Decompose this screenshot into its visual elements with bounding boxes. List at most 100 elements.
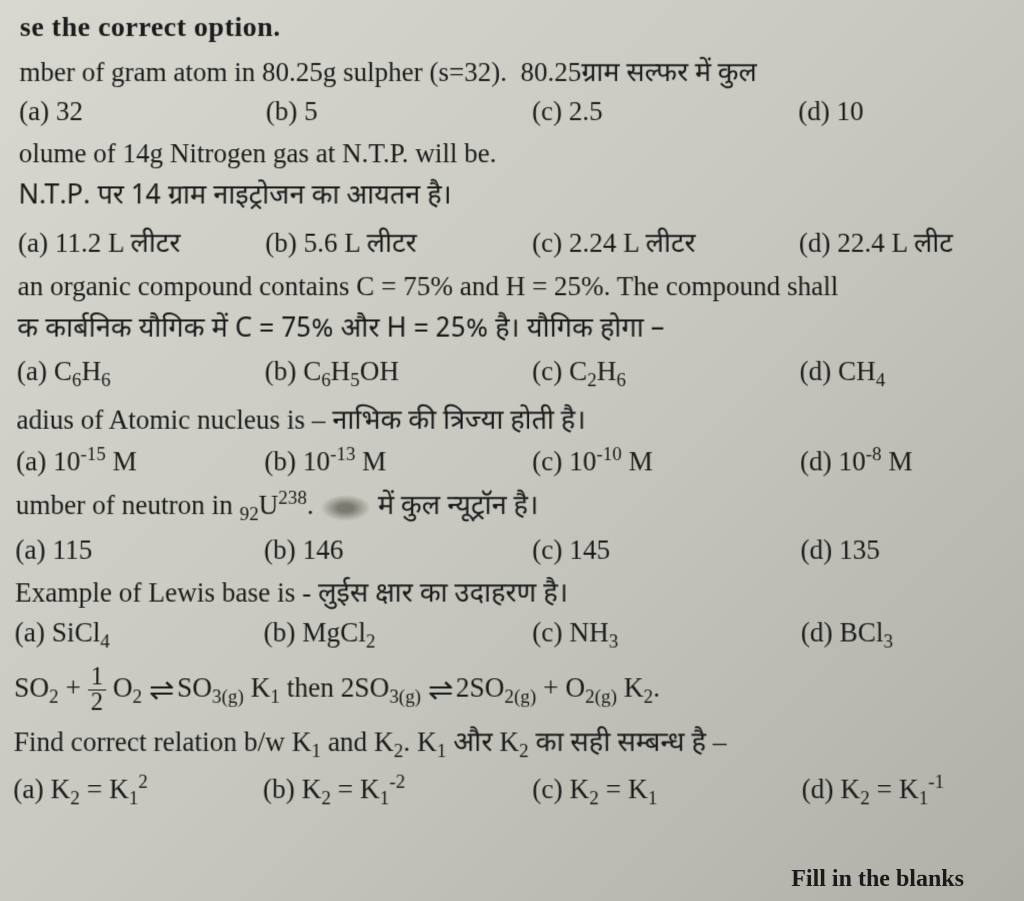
q7-frac-num: 1 [88, 665, 107, 691]
q7-find-hi: का सही सम्बन्ध है – [529, 727, 727, 758]
q7-eq-plus1: + [59, 672, 88, 703]
q1-option-b: (b) 5 [266, 97, 522, 128]
q7-option-d: (d) K2 = K1-1 [802, 772, 1024, 811]
q3-d-pre: (d) CH [800, 356, 876, 386]
q6-c-s: 3 [609, 632, 619, 653]
q7-eq-s2: 2 [133, 687, 143, 708]
q7-fraction: 12 [88, 665, 107, 716]
q3-c-s2: 6 [616, 371, 626, 392]
q3-c-mid: H [597, 356, 617, 386]
q7-b-eq: = K [331, 774, 380, 805]
q7-frac-den: 2 [88, 691, 107, 716]
q6-stem-en: Example of Lewis base is - [15, 577, 318, 608]
q7-c-s2: 1 [648, 789, 658, 811]
q3-d-s1: 4 [876, 371, 886, 392]
q2-option-a: (a) 11.2 L लीटर [18, 223, 255, 260]
q7-eq-ks1: 1 [270, 687, 280, 708]
q4-options: (a) 10-15 M (b) 10-13 M (c) 10-10 M (d) … [16, 444, 1008, 477]
q7-d-sup: -1 [928, 772, 944, 794]
q7-eq-plus2: + O [536, 672, 585, 703]
q7-c-pre: (c) K [532, 774, 589, 805]
q3-c-s1: 2 [587, 371, 597, 392]
q7-d-pre: (d) K [802, 774, 861, 805]
q2-option-b: (b) 5.6 L लीटर [265, 223, 522, 260]
q4-d-sup: -8 [866, 444, 882, 465]
q4-option-c: (c) 10-10 M [532, 444, 790, 477]
q4-option-b: (b) 10-13 M [264, 444, 522, 477]
q6-a-pre: (a) SiCl [15, 617, 101, 648]
q7-find-hs2: 2 [519, 741, 529, 763]
q2-stem-en: olume of 14g Nitrogen gas at N.T.P. will… [19, 136, 1006, 173]
q7-find: Find correct relation b/w K1 and K2. K1 … [14, 724, 1011, 766]
q7-eq-rhs: 2SO [456, 672, 505, 703]
q7-d-s1: 2 [860, 789, 870, 811]
q1-option-c: (c) 2.5 [532, 97, 788, 128]
q7-b-sup: -2 [389, 772, 405, 794]
q7-a-eq: = K [80, 774, 129, 805]
q7-b-s2: 1 [380, 789, 390, 811]
q7-eq-s5: 2(g) [504, 687, 536, 708]
q7-eq-so2: SO [14, 672, 49, 703]
q7-find-hi-k1: K [417, 727, 437, 758]
q6-stem: Example of Lewis base is - लुईस क्षार का… [15, 574, 1009, 611]
q4-stem-hi: – नाभिक की त्रिज्या होती है। [312, 404, 586, 434]
q3-option-c: (c) C2H6 [532, 356, 790, 393]
q6-d-pre: (d) BCl [801, 617, 884, 648]
q6-a-s: 4 [100, 632, 110, 653]
q5-option-b: (b) 146 [264, 534, 522, 566]
q7-eq-s6: 2(g) [585, 687, 617, 708]
q4-option-d: (d) 10-8 M [800, 444, 1024, 477]
q7-find-hi-and: और K [446, 727, 519, 758]
q3-a-s2: 6 [101, 371, 111, 392]
q6-b-s: 2 [366, 632, 376, 653]
q3-b-s1: 6 [321, 371, 331, 392]
q7-equation: SO2 + 12 O2 ⇌ SO3(g) K1 then 2SO3(g) ⇌ 2… [14, 665, 1010, 716]
q3-b-post: OH [360, 356, 399, 386]
q7-find-s2: 2 [394, 741, 404, 763]
q4-b-post: M [355, 446, 386, 476]
q3-a-pre: (a) C [17, 356, 72, 386]
q4-a-sup: -15 [80, 444, 106, 465]
q7-d-s2: 1 [919, 789, 929, 811]
q7-eq-o2: O [106, 672, 133, 703]
q7-eq-s1: 2 [49, 687, 59, 708]
q2-options: (a) 11.2 L लीटर (b) 5.6 L लीटर (c) 2.24 … [18, 223, 1006, 260]
q3-b-pre: (b) C [265, 356, 322, 386]
q4-option-a: (a) 10-15 M [16, 444, 254, 477]
q1-option-d: (d) 10 [798, 97, 1024, 128]
q5-stem-sub: 92 [240, 504, 259, 525]
q5-stem-sup: 238 [278, 488, 307, 509]
q7-options: (a) K2 = K12 (b) K2 = K1-2 (c) K2 = K1 (… [13, 772, 1011, 811]
section-heading: se the correct option. [20, 12, 1005, 44]
q2-option-d: (d) 22.4 L लीट [799, 223, 1024, 260]
q7-a-sup: 2 [138, 772, 148, 794]
q3-option-a: (a) C6H6 [17, 356, 255, 393]
q3-c-pre: (c) C [532, 356, 587, 386]
q4-c-pre: (c) 10 [532, 446, 596, 476]
q1-options: (a) 32 (b) 5 (c) 2.5 (d) 10 [19, 97, 1005, 128]
q7-find-and: and K [321, 727, 394, 758]
q7-a-s1: 2 [70, 789, 80, 811]
q7-find-dot: . [403, 727, 417, 758]
q2-stem-hi: N.T.P. पर 14 ग्राम नाइट्रोजन का आयतन है। [18, 180, 1006, 217]
q3-stem-en: an organic compound contains C = 75% and… [17, 268, 1006, 305]
q1-option-a: (a) 32 [19, 97, 256, 128]
bottom-cutoff-text: Fill in the blanks [791, 866, 964, 893]
smudge-mark [321, 495, 372, 521]
q6-c-pre: (c) NH [532, 617, 609, 648]
q7-c-s1: 2 [589, 789, 599, 811]
q7-option-b: (b) K2 = K1-2 [263, 772, 522, 811]
q5-stem-hi: में कुल न्यूट्रॉन है। [371, 490, 538, 521]
q3-option-b: (b) C6H5OH [265, 356, 523, 393]
q4-d-pre: (d) 10 [800, 446, 866, 476]
q5-option-d: (d) 135 [800, 534, 1024, 566]
q6-options: (a) SiCl4 (b) MgCl2 (c) NH3 (d) BCl3 [14, 617, 1009, 654]
q4-d-post: M [882, 446, 913, 476]
q4-c-post: M [622, 446, 653, 476]
q4-b-pre: (b) 10 [264, 446, 330, 476]
q5-stem-u: U [259, 490, 279, 521]
q3-b-mid: H [331, 356, 351, 386]
q7-b-pre: (b) K [263, 774, 322, 805]
q7-b-s1: 2 [321, 789, 331, 811]
q4-c-sup: -10 [596, 444, 621, 465]
